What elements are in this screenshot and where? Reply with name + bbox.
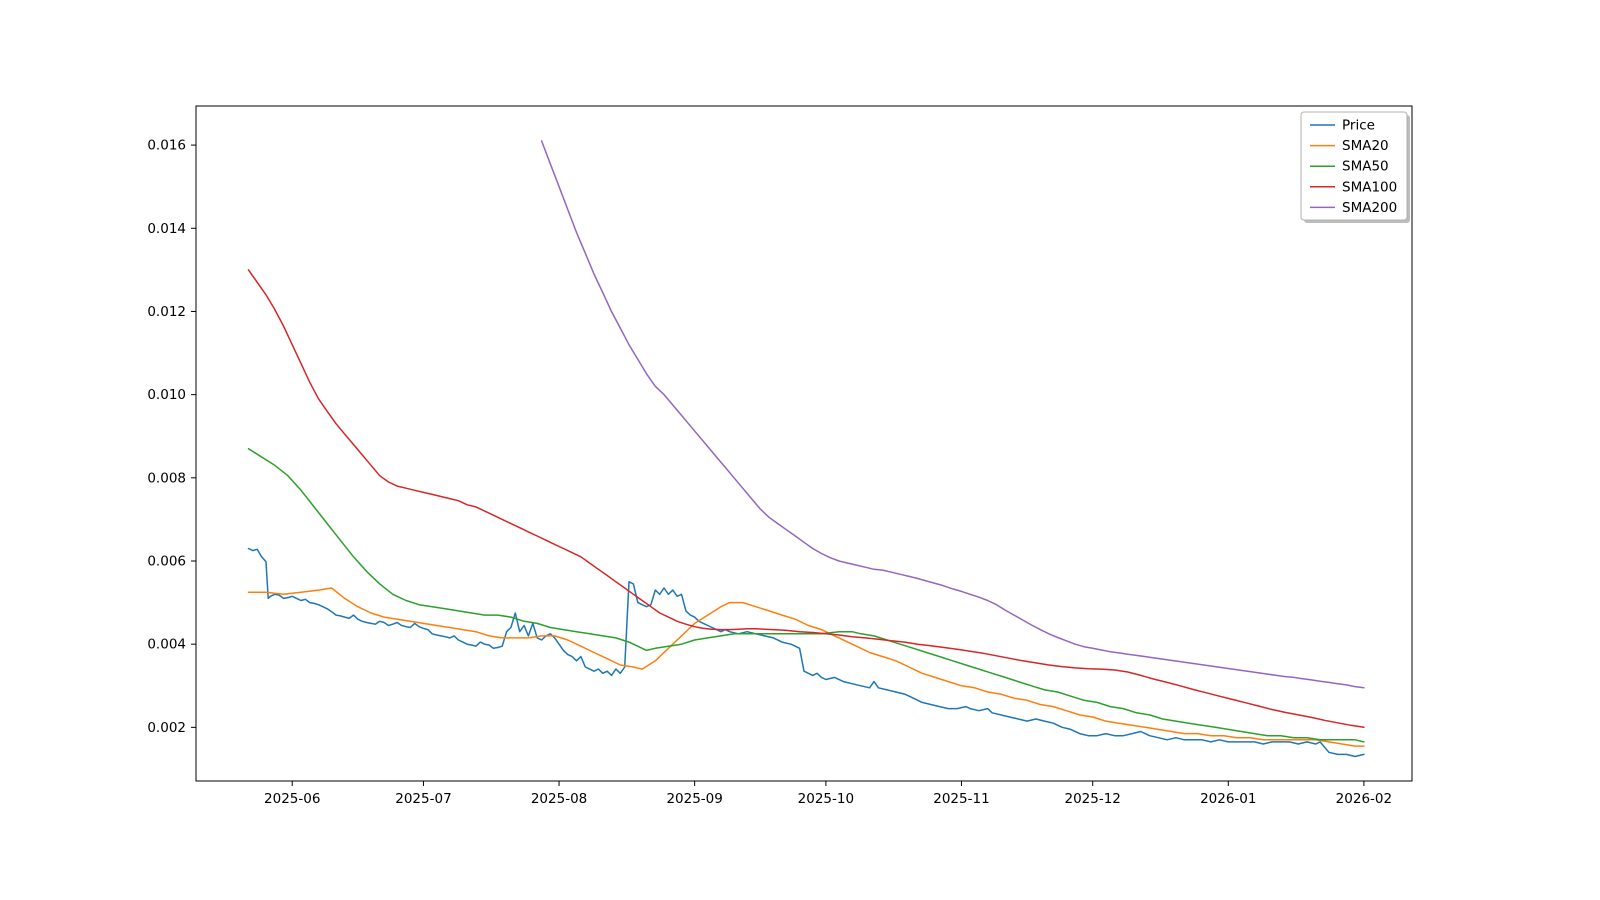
x-tick-label-5: 2025-11 bbox=[933, 791, 989, 807]
x-tick-label-8: 2026-02 bbox=[1336, 791, 1392, 807]
x-tick-label-4: 2025-10 bbox=[798, 791, 854, 807]
legend-label-sma200: SMA200 bbox=[1342, 200, 1397, 216]
y-tick-label-0: 0.002 bbox=[147, 720, 186, 736]
x-tick-label-1: 2025-07 bbox=[395, 791, 451, 807]
x-tick-label-2: 2025-08 bbox=[531, 791, 587, 807]
legend-label-sma50: SMA50 bbox=[1342, 159, 1389, 175]
y-tick-label-5: 0.012 bbox=[147, 304, 186, 320]
x-tick-label-0: 2025-06 bbox=[264, 791, 320, 807]
series-line-sma50 bbox=[247, 447, 1365, 743]
legend-box bbox=[1300, 111, 1408, 221]
y-tick-label-1: 0.004 bbox=[147, 637, 186, 653]
y-tick-label-6: 0.014 bbox=[147, 221, 186, 237]
series-line-sma200 bbox=[540, 140, 1365, 689]
y-tick-label-2: 0.006 bbox=[147, 553, 186, 569]
y-tick-label-7: 0.016 bbox=[147, 138, 186, 154]
legend-label-price: Price bbox=[1342, 118, 1375, 134]
x-tick-label-7: 2026-01 bbox=[1200, 791, 1256, 807]
plot-frame bbox=[195, 105, 1413, 782]
series-line-sma20 bbox=[247, 587, 1365, 747]
legend-label-sma100: SMA100 bbox=[1342, 179, 1397, 195]
y-tick-label-3: 0.008 bbox=[147, 470, 186, 486]
series-line-price bbox=[247, 547, 1365, 758]
x-tick-label-3: 2025-09 bbox=[666, 791, 722, 807]
series-line-sma100 bbox=[247, 269, 1365, 729]
legend-label-sma20: SMA20 bbox=[1342, 138, 1389, 154]
x-tick-label-6: 2025-12 bbox=[1064, 791, 1120, 807]
y-tick-label-4: 0.010 bbox=[147, 387, 186, 403]
